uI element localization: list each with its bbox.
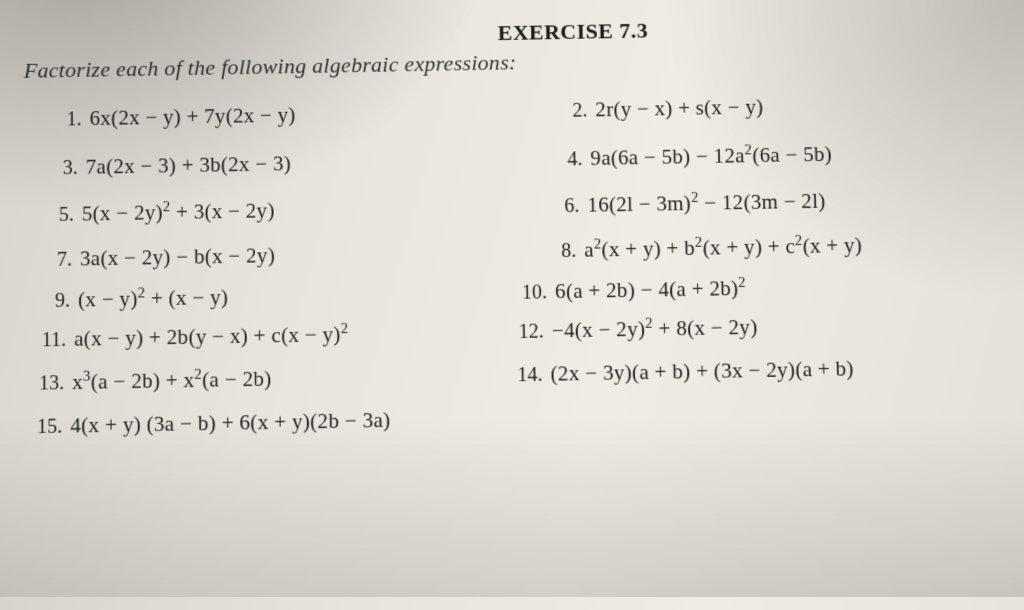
- problem-3: 3. 7a(2x − 3) + 3b(2x − 3): [44, 147, 525, 180]
- problem-2: 2. 2r(y − x) + s(x − y): [553, 91, 979, 123]
- problem-expression: 9a(6a − 5b) − 12a2(6a − 5b): [590, 142, 832, 171]
- problem-number: 14.: [508, 364, 543, 388]
- problem-expression: a(x − y) + 2b(y − x) + c(x − y)2: [74, 322, 348, 352]
- problem-expression: 16(2l − 3m)2 − 12(3m − 2l): [587, 189, 826, 218]
- problem-number: 3.: [44, 157, 78, 180]
- problem-expression: a2(x + y) + b2(x + y) + c2(x + y): [584, 233, 862, 263]
- problem-row: 7. 3a(x − 2y) − b(x − 2y) 8. a2(x + y) +…: [30, 219, 985, 273]
- problem-number: 8.: [542, 240, 576, 264]
- problem-4: 4. 9a(6a − 5b) − 12a2(6a − 5b): [548, 139, 981, 171]
- problem-expression: 6x(2x − y) + 7y(2x − y): [90, 103, 296, 131]
- instruction-prefix: Factorize: [24, 57, 111, 83]
- problem-expression: (2x − 3y)(a + b) + (3x − 2y)(a + b): [550, 356, 854, 386]
- problem-9: 9. (x − y)2 + (x − y): [36, 280, 527, 314]
- problem-1: 1. 6x(2x − y) + 7y(2x − y): [48, 99, 524, 132]
- problem-row: 5. 5(x − 2y)2 + 3(x − 2y) 6. 16(2l − 3m)…: [30, 172, 983, 227]
- problem-number: 15.: [28, 415, 62, 439]
- problem-number: 2.: [553, 100, 587, 123]
- problem-expression: 2r(y − x) + s(x − y): [595, 95, 763, 123]
- problem-7: 7. 3a(x − 2y) − b(x − 2y): [38, 239, 527, 272]
- problem-15: 15. 4(x + y) (3a − b) + 6(x + y)(2b − 3a…: [28, 397, 990, 439]
- problem-row: 15. 4(x + y) (3a − b) + 6(x + y)(2b − 3a…: [30, 397, 990, 439]
- problem-expression: 7a(2x − 3) + 3b(2x − 3): [86, 151, 291, 179]
- problem-10: 10. 6(a + 2b) − 4(a + 2b)2: [513, 272, 986, 305]
- instruction-rest: each of the following algebraic expressi…: [110, 50, 516, 82]
- problem-number: 4.: [548, 148, 582, 171]
- problem-11: 11. a(x − y) + 2b(y − x) + c(x − y)2: [32, 319, 528, 353]
- problem-row: 9. (x − y)2 + (x − y) 10. 6(a + 2b) − 4(…: [30, 264, 986, 314]
- problem-expression: 5(x − 2y)2 + 3(x − 2y): [82, 198, 275, 226]
- problem-number: 12.: [510, 320, 545, 344]
- problem-row: 11. a(x − y) + 2b(y − x) + c(x − y)2 12.…: [30, 311, 987, 353]
- problem-13: 13. x3(a − 2b) + x2(a − 2b): [30, 362, 529, 396]
- problem-12: 12. −4(x − 2y)2 + 8(x − 2y): [509, 311, 987, 344]
- problem-5: 5. 5(x − 2y)2 + 3(x − 2y): [40, 194, 526, 227]
- problem-number: 9.: [36, 290, 70, 314]
- problem-number: 10.: [513, 281, 547, 305]
- problem-number: 13.: [30, 372, 64, 396]
- problem-list: 1. 6x(2x − y) + 7y(2x − y) 2. 2r(y − x) …: [30, 69, 990, 439]
- problem-expression: −4(x − 2y)2 + 8(x − 2y): [552, 315, 758, 344]
- problem-14: 14. (2x − 3y)(a + b) + (3x − 2y)(a + b): [508, 354, 989, 388]
- problem-8: 8. a2(x + y) + b2(x + y) + c2(x + y): [542, 231, 985, 264]
- problem-expression: (x − y)2 + (x − y): [78, 285, 228, 313]
- problem-6: 6. 16(2l − 3m)2 − 12(3m − 2l): [545, 186, 983, 218]
- problem-number: 11.: [32, 329, 66, 353]
- problem-expression: 6(a + 2b) − 4(a + 2b)2: [555, 276, 746, 304]
- problem-expression: x3(a − 2b) + x2(a − 2b): [72, 366, 271, 395]
- textbook-page: EXERCISE 7.3 Factorize each of the follo…: [0, 0, 1024, 610]
- problem-number: 6.: [545, 195, 579, 218]
- problem-number: 7.: [38, 249, 72, 273]
- problem-row: 13. x3(a − 2b) + x2(a − 2b) 14. (2x − 3y…: [30, 354, 989, 396]
- problem-number: 5.: [40, 204, 74, 227]
- problem-expression: 3a(x − 2y) − b(x − 2y): [80, 243, 275, 271]
- problem-number: 1.: [48, 108, 82, 131]
- problem-expression: 4(x + y) (3a − b) + 6(x + y)(2b − 3a): [70, 408, 390, 439]
- problem-row: 3. 7a(2x − 3) + 3b(2x − 3) 4. 9a(6a − 5b…: [30, 124, 982, 181]
